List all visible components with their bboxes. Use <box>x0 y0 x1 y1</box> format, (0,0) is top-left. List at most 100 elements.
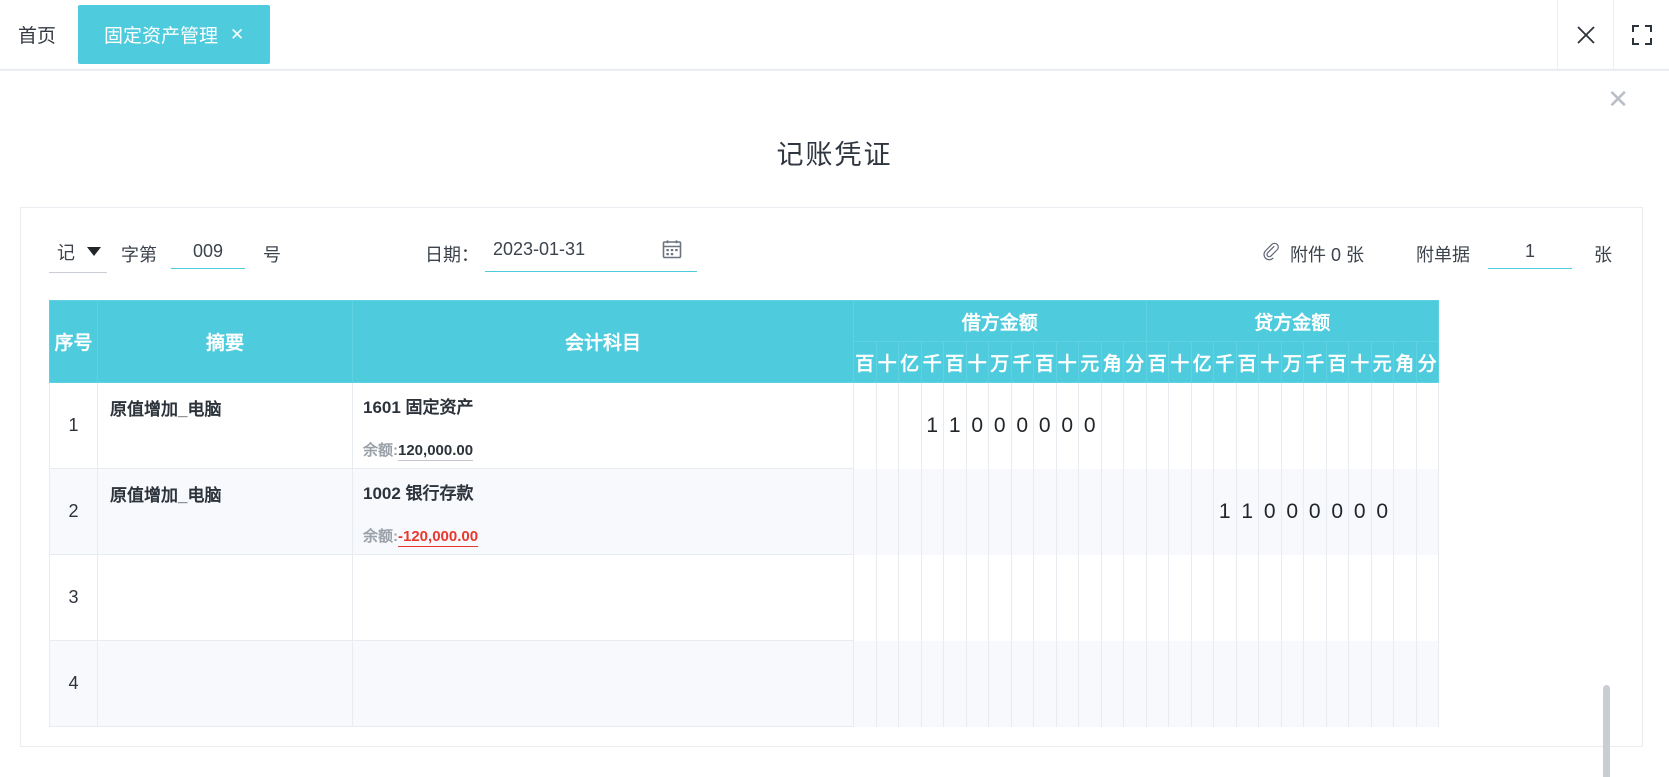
cell-account[interactable]: 1601 固定资产 余额:120,000.00 <box>352 382 854 469</box>
cell-credit-digit-8[interactable]: 0 <box>1325 468 1349 555</box>
document-count-input[interactable] <box>1488 239 1572 269</box>
cell-debit-digit-9[interactable] <box>1055 640 1079 727</box>
cell-credit-digit-7[interactable] <box>1303 554 1327 641</box>
cell-debit-digit-10[interactable] <box>1078 554 1102 641</box>
cell-credit-digit-1[interactable] <box>1168 554 1192 641</box>
cell-credit-digit-4[interactable]: 1 <box>1235 468 1259 555</box>
cell-debit-digit-8[interactable] <box>1033 640 1057 727</box>
voucher-number-input[interactable] <box>171 239 245 269</box>
cell-credit-digit-12[interactable] <box>1415 382 1439 469</box>
cell-abstract[interactable] <box>97 640 353 727</box>
cell-debit-digit-3[interactable] <box>920 640 944 727</box>
cell-debit-digit-12[interactable] <box>1123 640 1147 727</box>
cell-credit-digit-7[interactable] <box>1303 640 1327 727</box>
cell-account[interactable] <box>352 554 854 641</box>
cell-debit-digit-3[interactable] <box>920 554 944 641</box>
voucher-date-field[interactable] <box>485 236 697 272</box>
cell-credit-digit-9[interactable] <box>1348 554 1372 641</box>
tab-close-icon[interactable]: ✕ <box>230 25 245 44</box>
cell-credit-digit-6[interactable] <box>1280 554 1304 641</box>
cell-debit-digit-6[interactable] <box>988 468 1012 555</box>
cell-debit-digit-10[interactable] <box>1078 640 1102 727</box>
cell-debit-digit-0[interactable] <box>853 640 877 727</box>
cell-credit-digit-7[interactable] <box>1303 382 1327 469</box>
cell-credit-digit-12[interactable] <box>1415 468 1439 555</box>
cell-credit-digit-11[interactable] <box>1393 640 1417 727</box>
cell-debit-digit-6[interactable]: 0 <box>988 382 1012 469</box>
fullscreen-button[interactable] <box>1613 0 1669 69</box>
cell-debit-digit-7[interactable] <box>1010 640 1034 727</box>
modal-close-icon[interactable]: ✕ <box>1607 85 1629 115</box>
cell-credit-digit-2[interactable] <box>1190 468 1214 555</box>
cell-credit-digit-4[interactable] <box>1235 640 1259 727</box>
table-row[interactable]: 3 <box>49 554 1439 641</box>
cell-credit-digit-1[interactable] <box>1168 640 1192 727</box>
cell-debit-digit-0[interactable] <box>853 382 877 469</box>
cell-credit-digit-11[interactable] <box>1393 554 1417 641</box>
cell-credit-digit-2[interactable] <box>1190 382 1214 469</box>
cell-abstract[interactable] <box>97 554 353 641</box>
cell-credit-digit-0[interactable] <box>1145 640 1169 727</box>
cell-credit-digit-5[interactable] <box>1258 382 1282 469</box>
cell-debit-digit-11[interactable] <box>1100 382 1124 469</box>
cell-credit-digit-5[interactable] <box>1258 554 1282 641</box>
cell-debit-digit-0[interactable] <box>853 554 877 641</box>
cell-credit-digit-8[interactable] <box>1325 554 1349 641</box>
cell-credit-digit-9[interactable]: 0 <box>1348 468 1372 555</box>
calendar-icon[interactable] <box>661 238 683 265</box>
cell-debit-digit-3[interactable] <box>920 468 944 555</box>
cell-credit-digit-1[interactable] <box>1168 382 1192 469</box>
cell-debit-digit-1[interactable] <box>875 468 899 555</box>
cell-debit-digit-4[interactable] <box>943 640 967 727</box>
cell-credit-digit-12[interactable] <box>1415 640 1439 727</box>
attachment-count-label[interactable]: 附件 0 张 <box>1289 245 1364 265</box>
cell-debit-digit-10[interactable]: 0 <box>1078 382 1102 469</box>
cell-credit-digit-10[interactable] <box>1370 554 1394 641</box>
cell-credit-digit-2[interactable] <box>1190 640 1214 727</box>
cell-credit-digit-9[interactable] <box>1348 382 1372 469</box>
voucher-word-select[interactable]: 记 <box>49 236 107 273</box>
cell-credit-digit-3[interactable]: 1 <box>1213 468 1237 555</box>
cell-debit-digit-6[interactable] <box>988 640 1012 727</box>
cell-debit-digit-7[interactable]: 0 <box>1010 382 1034 469</box>
cell-debit-digit-4[interactable]: 1 <box>943 382 967 469</box>
paperclip-icon[interactable] <box>1261 242 1280 266</box>
cell-credit-digit-8[interactable] <box>1325 640 1349 727</box>
cell-debit-digit-2[interactable] <box>898 554 922 641</box>
cell-credit-digit-0[interactable] <box>1145 554 1169 641</box>
cell-credit-digit-3[interactable] <box>1213 554 1237 641</box>
cell-debit-digit-7[interactable] <box>1010 468 1034 555</box>
cell-debit-digit-8[interactable]: 0 <box>1033 382 1057 469</box>
cell-credit-digit-6[interactable] <box>1280 382 1304 469</box>
cell-debit-digit-12[interactable] <box>1123 382 1147 469</box>
cell-debit-digit-0[interactable] <box>853 468 877 555</box>
cell-credit-digit-9[interactable] <box>1348 640 1372 727</box>
tab-fixed-asset-management[interactable]: 固定资产管理 ✕ <box>78 5 271 64</box>
cell-credit-digit-4[interactable] <box>1235 554 1259 641</box>
cell-credit-digit-11[interactable] <box>1393 382 1417 469</box>
cell-credit-digit-0[interactable] <box>1145 468 1169 555</box>
cell-debit-digit-11[interactable] <box>1100 554 1124 641</box>
cell-debit-digit-5[interactable] <box>965 468 989 555</box>
cell-debit-digit-8[interactable] <box>1033 468 1057 555</box>
cell-debit-digit-1[interactable] <box>875 554 899 641</box>
cell-debit-digit-1[interactable] <box>875 640 899 727</box>
table-row[interactable]: 1 原值增加_电脑 1601 固定资产 余额:120,000.00 1 1 0 0 0 0 0 0 <box>49 382 1439 469</box>
cell-credit-digit-3[interactable] <box>1213 640 1237 727</box>
table-row[interactable]: 2 原值增加_电脑 1002 银行存款 余额:-120,000.00 1 1 0 0 0 0 0 0 <box>49 468 1439 555</box>
cell-abstract[interactable]: 原值增加_电脑 <box>97 382 353 469</box>
cell-credit-digit-6[interactable] <box>1280 640 1304 727</box>
cell-abstract[interactable]: 原值增加_电脑 <box>97 468 353 555</box>
cell-debit-digit-9[interactable]: 0 <box>1055 382 1079 469</box>
cell-credit-digit-5[interactable] <box>1258 640 1282 727</box>
cell-credit-digit-1[interactable] <box>1168 468 1192 555</box>
cell-credit-digit-5[interactable]: 0 <box>1258 468 1282 555</box>
cell-debit-digit-11[interactable] <box>1100 640 1124 727</box>
cell-debit-digit-11[interactable] <box>1100 468 1124 555</box>
cell-debit-digit-9[interactable] <box>1055 554 1079 641</box>
cell-debit-digit-4[interactable] <box>943 468 967 555</box>
cell-debit-digit-8[interactable] <box>1033 554 1057 641</box>
cell-debit-digit-3[interactable]: 1 <box>920 382 944 469</box>
table-row[interactable]: 4 <box>49 640 1439 727</box>
cell-debit-digit-1[interactable] <box>875 382 899 469</box>
